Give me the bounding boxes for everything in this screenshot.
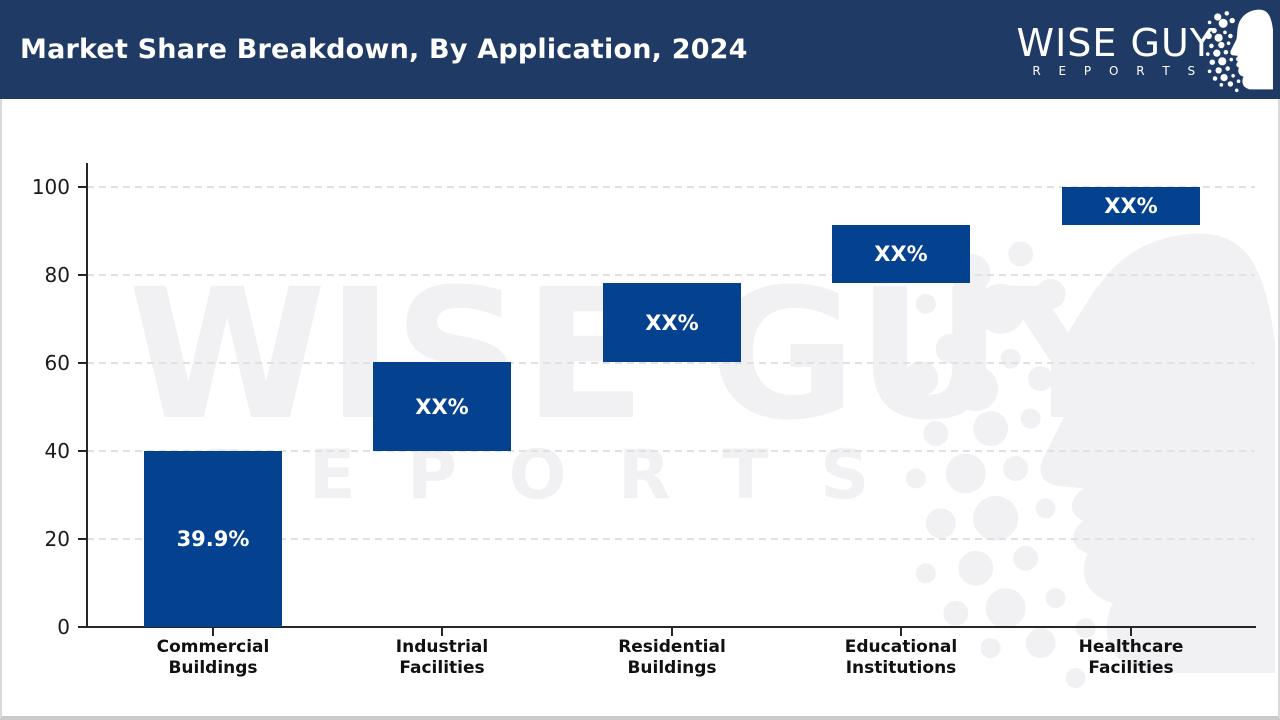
- brand-wordmark: WISE GUY R E P O R T S: [1017, 24, 1214, 77]
- x-tick-mark-educational-institutions: [900, 628, 902, 636]
- gridline-100: [87, 186, 1255, 188]
- bar-industrial-facilities: XX%: [373, 362, 511, 452]
- bar-value-label-educational-institutions: XX%: [874, 241, 928, 266]
- category-label-healthcare-facilities: Healthcare Facilities: [1078, 637, 1184, 678]
- category-label-industrial-facilities: Industrial Facilities: [395, 637, 489, 678]
- bar-value-label-healthcare-facilities: XX%: [1104, 193, 1158, 218]
- gridline-80: [87, 274, 1255, 276]
- brand-subtitle: R E P O R T S: [1032, 63, 1203, 78]
- brand-face-icon: [1204, 7, 1274, 93]
- brand-name: WISE GUY: [1016, 20, 1214, 65]
- x-tick-mark-commercial-buildings: [212, 628, 214, 636]
- y-tick-label-60: 60: [44, 351, 70, 375]
- category-label-residential-buildings: Residential Buildings: [618, 637, 726, 678]
- bar-value-label-residential-buildings: XX%: [645, 310, 699, 335]
- gridline-60: [87, 362, 1255, 364]
- y-tick-mark-80: [78, 274, 86, 276]
- x-tick-mark-industrial-facilities: [441, 628, 443, 636]
- bar-value-label-commercial-buildings: 39.9%: [176, 527, 250, 552]
- page-title: Market Share Breakdown, By Application, …: [20, 34, 748, 65]
- y-tick-label-100: 100: [31, 175, 70, 199]
- bar-educational-institutions: XX%: [832, 224, 970, 283]
- category-label-commercial-buildings: Commercial Buildings: [156, 637, 270, 678]
- y-tick-label-80: 80: [44, 263, 70, 287]
- bar-value-label-industrial-facilities: XX%: [415, 394, 469, 419]
- y-tick-mark-40: [78, 450, 86, 452]
- bar-residential-buildings: XX%: [603, 282, 741, 363]
- x-tick-mark-healthcare-facilities: [1130, 628, 1132, 636]
- bars-layer: 39.9% XX% XX% XX% XX%: [2, 99, 1278, 716]
- y-tick-mark-0: [78, 626, 86, 628]
- x-axis-line: [86, 626, 1256, 628]
- chart-area: WISE GUY R E P O R T S 0 20 40 60 80 100 39.9…: [0, 99, 1280, 720]
- x-tick-mark-residential-buildings: [671, 628, 673, 636]
- y-tick-label-40: 40: [44, 439, 70, 463]
- y-tick-label-20: 20: [44, 527, 70, 551]
- bar-healthcare-facilities: XX%: [1062, 187, 1200, 225]
- watermark-subtitle: R E P O R T S: [205, 436, 884, 515]
- brand-logo: WISE GUY R E P O R T S: [1017, 4, 1274, 96]
- gridline-20: [87, 538, 1255, 540]
- y-tick-mark-20: [78, 538, 86, 540]
- y-tick-mark-100: [78, 186, 86, 188]
- y-tick-label-0: 0: [57, 615, 70, 639]
- y-axis-line: [86, 163, 88, 628]
- y-tick-mark-60: [78, 362, 86, 364]
- gridline-40: [87, 450, 1255, 452]
- bar-commercial-buildings: 39.9%: [144, 451, 282, 627]
- category-labels-layer: Commercial Buildings Industrial Facilitie…: [2, 99, 1278, 716]
- category-label-educational-institutions: Educational Institutions: [844, 637, 958, 678]
- header-bar: Market Share Breakdown, By Application, …: [0, 0, 1280, 99]
- gridlines-layer: [2, 99, 1278, 716]
- watermark-face-icon: [900, 219, 1276, 693]
- axis-ticks-layer: 0 20 40 60 80 100: [2, 99, 1278, 716]
